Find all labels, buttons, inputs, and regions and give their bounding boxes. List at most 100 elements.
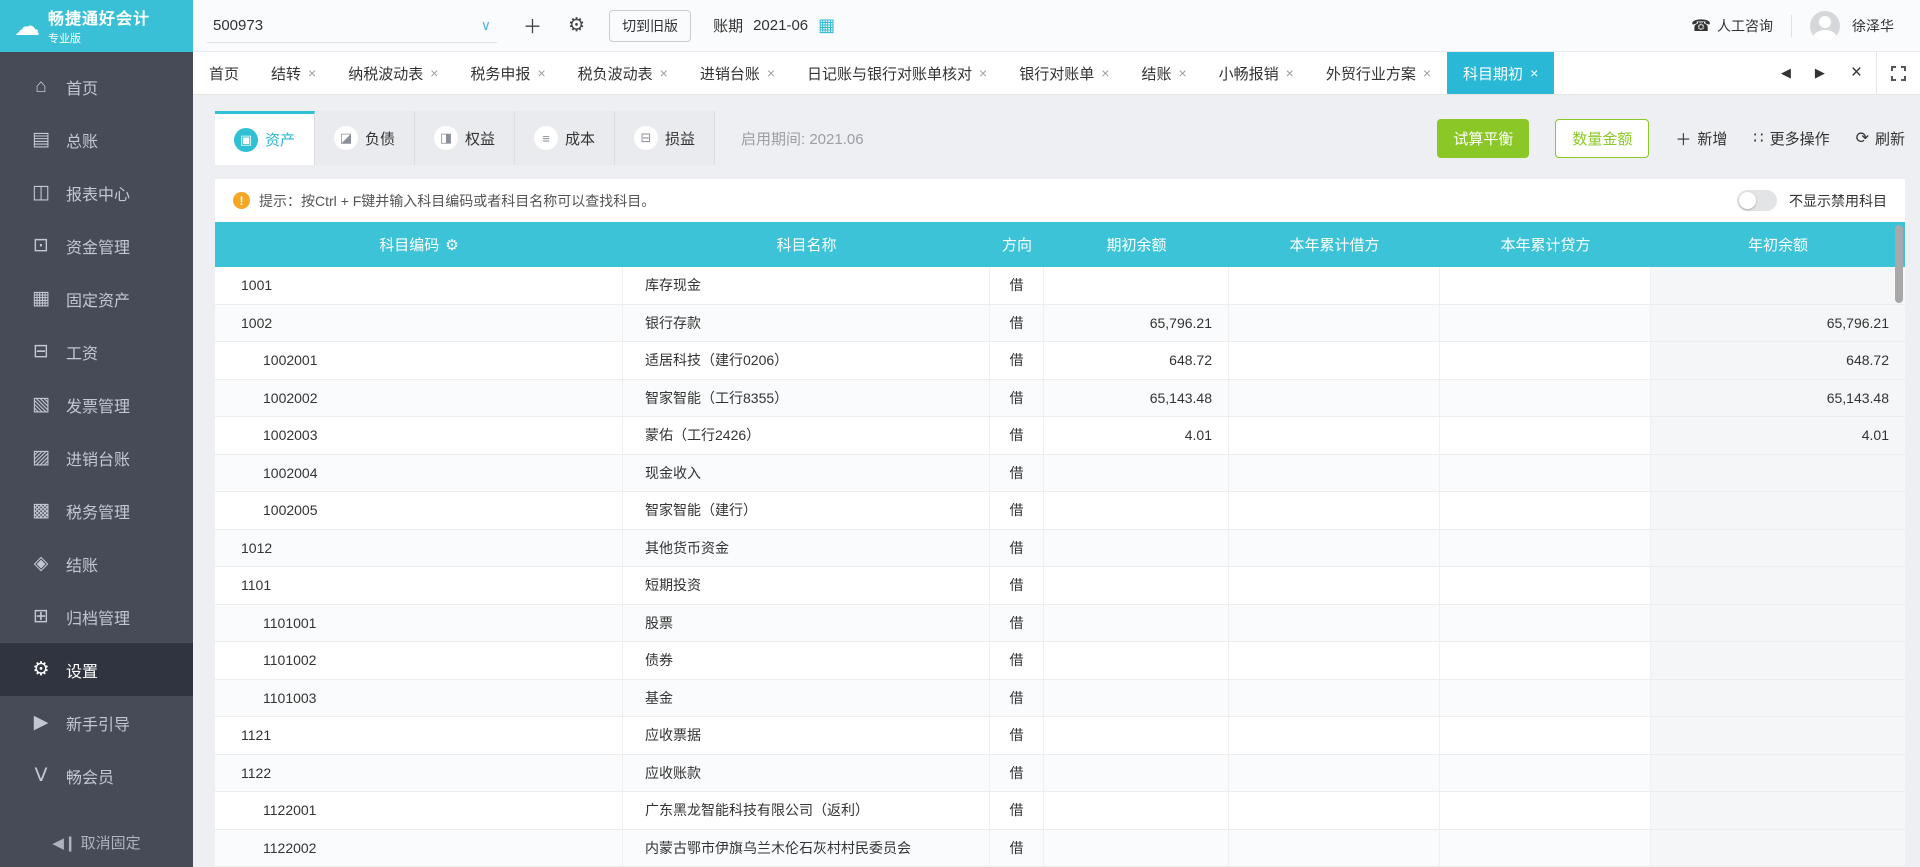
sidebar-item[interactable]: ◈ 结账 xyxy=(0,537,193,590)
window-tab[interactable]: 结转 × xyxy=(255,52,332,94)
cell-code: 1121 xyxy=(215,717,623,754)
category-tab[interactable]: ≡ 成本 xyxy=(515,111,615,165)
avatar[interactable] xyxy=(1810,10,1840,41)
close-icon[interactable]: × xyxy=(1101,65,1110,81)
close-icon[interactable]: × xyxy=(308,65,317,81)
cell-year-debit xyxy=(1229,267,1440,304)
cell-direction: 借 xyxy=(990,679,1044,716)
close-icon[interactable]: × xyxy=(537,65,546,81)
cell-direction: 借 xyxy=(990,642,1044,679)
close-icon[interactable]: × xyxy=(430,65,439,81)
sidebar-item[interactable]: ▦ 固定资产 xyxy=(0,272,193,325)
sidebar-item[interactable]: ⌂ 首页 xyxy=(0,60,193,113)
hide-disabled-toggle[interactable] xyxy=(1737,190,1777,211)
close-icon[interactable]: × xyxy=(1285,65,1294,81)
table-row[interactable]: 1002003 蒙佑（工行2426） 借 4.01 4.01 xyxy=(215,417,1905,455)
close-all-tabs-button[interactable]: × xyxy=(1850,62,1862,83)
trial-balance-button[interactable]: 试算平衡 xyxy=(1437,118,1530,158)
window-tab[interactable]: 小畅报销 × xyxy=(1203,52,1310,94)
company-selector[interactable]: 500973 ∨ xyxy=(207,9,497,43)
cell-opening xyxy=(1044,529,1229,566)
category-tab[interactable]: ◨ 权益 xyxy=(415,111,515,165)
sidebar-item[interactable]: ⚙ 设置 xyxy=(0,643,193,696)
window-tab-label: 日记账与银行对账单核对 xyxy=(807,65,973,83)
window-tab[interactable]: 日记账与银行对账单核对 × xyxy=(791,52,1003,94)
window-tab[interactable]: 结账 × xyxy=(1125,52,1202,94)
tab-scroll-right-button[interactable]: ▶ xyxy=(1814,65,1825,80)
category-tab[interactable]: ◪ 负债 xyxy=(315,111,415,165)
sidebar-item[interactable]: ▩ 税务管理 xyxy=(0,484,193,537)
window-tab[interactable]: 纳税波动表 × xyxy=(332,52,454,94)
sidebar-item[interactable]: ▨ 进销台账 xyxy=(0,431,193,484)
table-row[interactable]: 1121 应收票据 借 xyxy=(215,717,1905,755)
sidebar-item[interactable]: ⊞ 归档管理 xyxy=(0,590,193,643)
table-row[interactable]: 1002005 智家智能（建行） 借 xyxy=(215,492,1905,530)
sidebar-item[interactable]: ▤ 总账 xyxy=(0,113,193,166)
table-row[interactable]: 1012 其他货币资金 借 xyxy=(215,529,1905,567)
period-value[interactable]: 2021-06 xyxy=(753,17,809,34)
table-row[interactable]: 1101003 基金 借 xyxy=(215,679,1905,717)
window-tab[interactable]: 外贸行业方案 × xyxy=(1310,52,1447,94)
cell-year-debit xyxy=(1229,642,1440,679)
cell-direction: 借 xyxy=(990,717,1044,754)
switch-old-version-button[interactable]: 切到旧版 xyxy=(609,9,692,42)
scrollbar-thumb[interactable] xyxy=(1895,225,1903,303)
table-row[interactable]: 1002001 适居科技（建行0206） 借 648.72 648.72 xyxy=(215,342,1905,380)
cell-direction: 借 xyxy=(990,342,1044,379)
window-tab[interactable]: 首页 × xyxy=(193,52,255,94)
table-row[interactable]: 1002 银行存款 借 65,796.21 65,796.21 xyxy=(215,304,1905,342)
unpin-button[interactable]: ◀❙ 取消固定 xyxy=(52,835,141,852)
add-button[interactable]: ＋ 新增 xyxy=(1675,126,1727,150)
close-icon[interactable]: × xyxy=(1178,65,1187,81)
sidebar-item-icon: ◈ xyxy=(33,553,49,574)
sidebar-item[interactable]: Ⅴ 畅会员 xyxy=(0,749,193,802)
table-row[interactable]: 1101002 债券 借 xyxy=(215,642,1905,680)
tab-scroll-left-button[interactable]: ◀ xyxy=(1780,65,1791,80)
sidebar-item[interactable]: ⊡ 资金管理 xyxy=(0,219,193,272)
window-tab[interactable]: 科目期初 × xyxy=(1447,52,1555,94)
username[interactable]: 徐泽华 xyxy=(1852,17,1894,34)
sidebar-item[interactable]: ▧ 发票管理 xyxy=(0,378,193,431)
table-row[interactable]: 1101 短期投资 借 xyxy=(215,567,1905,605)
sidebar-item[interactable]: ⊟ 工资 xyxy=(0,325,193,378)
close-icon[interactable]: × xyxy=(979,65,988,81)
gear-icon[interactable]: ⚙ xyxy=(568,15,586,36)
close-icon[interactable]: × xyxy=(766,65,776,81)
close-icon[interactable]: × xyxy=(1530,65,1539,81)
table-row[interactable]: 1002004 现金收入 借 xyxy=(215,454,1905,492)
category-tab[interactable]: ⊟ 损益 xyxy=(615,111,715,165)
support-link[interactable]: ☎ 人工咨询 xyxy=(1691,16,1773,36)
close-icon[interactable]: × xyxy=(659,65,668,81)
window-tab[interactable]: 税务申报 × xyxy=(454,52,561,94)
quantity-amount-button[interactable]: 数量金额 xyxy=(1555,118,1650,158)
fullscreen-button[interactable] xyxy=(1876,52,1920,94)
cell-code: 1101002 xyxy=(215,642,623,679)
more-actions-button[interactable]: ∷ 更多操作 xyxy=(1753,128,1829,149)
cell-opening xyxy=(1044,792,1229,829)
column-settings-gear-icon[interactable]: ⚙ xyxy=(445,236,459,254)
sidebar-item-label: 发票管理 xyxy=(66,398,131,416)
window-tab[interactable]: 进销台账 × xyxy=(684,52,791,94)
cell-name: 适居科技（建行0206） xyxy=(623,342,990,379)
cell-name: 短期投资 xyxy=(623,567,990,604)
table-row[interactable]: 1122 应收账款 借 xyxy=(215,754,1905,792)
table-row[interactable]: 1122001 广东黑龙智能科技有限公司（返利） 借 xyxy=(215,792,1905,830)
sidebar-item[interactable]: ▶ 新手引导 xyxy=(0,696,193,749)
cell-year-credit xyxy=(1440,754,1651,791)
add-company-icon[interactable]: ＋ xyxy=(523,17,543,38)
table-row[interactable]: 1001 库存现金 借 xyxy=(215,267,1905,305)
window-tab[interactable]: 银行对账单 × xyxy=(1003,52,1125,94)
close-icon[interactable]: × xyxy=(1422,65,1432,81)
cell-opening xyxy=(1044,642,1229,679)
cell-initial: 65,796.21 xyxy=(1651,304,1905,341)
table-row[interactable]: 1122002 内蒙古鄂市伊旗乌兰木伦石灰村村民委员会 借 xyxy=(215,829,1905,867)
sidebar-item[interactable]: ◫ 报表中心 xyxy=(0,166,193,219)
calendar-icon[interactable]: ▦ xyxy=(818,15,836,35)
table-row[interactable]: 1002002 智家智能（工行8355） 借 65,143.48 65,143.… xyxy=(215,379,1905,417)
cell-year-credit xyxy=(1440,829,1651,866)
category-tab[interactable]: ▣ 资产 xyxy=(215,111,315,165)
refresh-button[interactable]: ⟳ 刷新 xyxy=(1856,128,1905,149)
table-row[interactable]: 1101001 股票 借 xyxy=(215,604,1905,642)
window-tab[interactable]: 税负波动表 × xyxy=(562,52,684,94)
support-label: 人工咨询 xyxy=(1717,17,1773,34)
